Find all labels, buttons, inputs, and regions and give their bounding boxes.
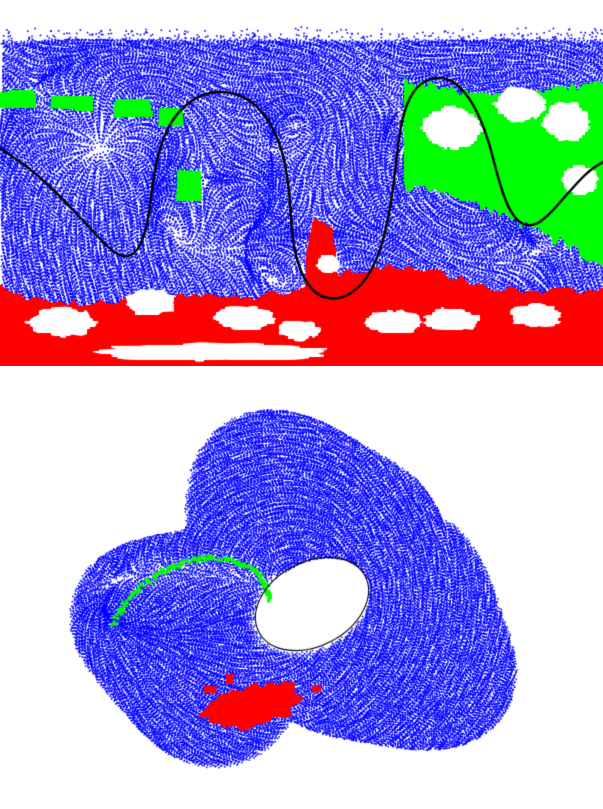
parameter-domain-canvas [0, 0, 603, 366]
parameter-domain-map-panel [0, 0, 603, 366]
surface-projection-canvas [0, 386, 603, 809]
surface-projection-panel [0, 386, 603, 809]
